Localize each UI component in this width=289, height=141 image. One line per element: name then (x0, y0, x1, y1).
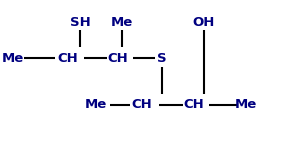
Text: OH: OH (193, 16, 215, 28)
Text: Me: Me (235, 99, 257, 112)
Text: Me: Me (85, 99, 107, 112)
Text: CH: CH (131, 99, 152, 112)
Text: Me: Me (2, 51, 24, 64)
Text: SH: SH (70, 16, 90, 28)
Text: CH: CH (184, 99, 204, 112)
Text: CH: CH (58, 51, 78, 64)
Text: S: S (157, 51, 167, 64)
Text: CH: CH (108, 51, 128, 64)
Text: Me: Me (111, 16, 133, 28)
